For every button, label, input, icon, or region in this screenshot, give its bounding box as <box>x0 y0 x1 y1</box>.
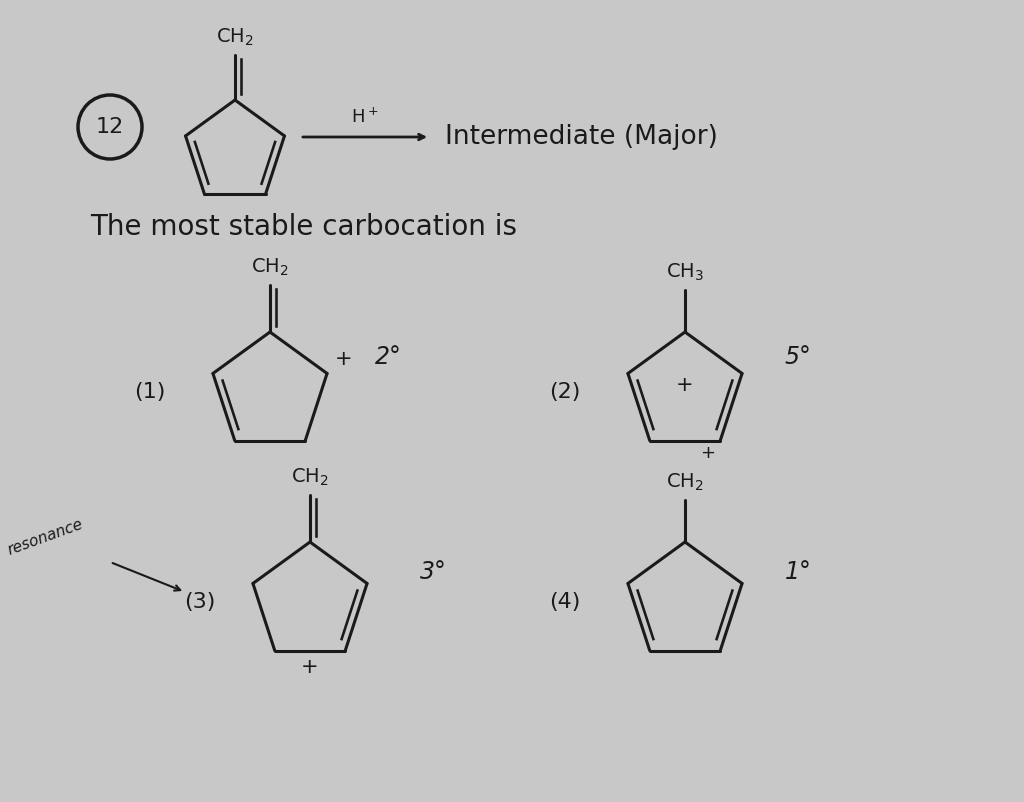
Text: CH$_2$: CH$_2$ <box>291 467 329 488</box>
Text: 1°: 1° <box>785 560 812 584</box>
Text: (3): (3) <box>184 592 216 612</box>
Text: The most stable carbocation is: The most stable carbocation is <box>90 213 517 241</box>
Text: 3°: 3° <box>420 560 446 584</box>
Text: +: + <box>335 350 352 370</box>
Text: (1): (1) <box>134 382 166 402</box>
Text: CH$_2$: CH$_2$ <box>251 257 289 277</box>
Text: +: + <box>301 657 318 677</box>
Text: (4): (4) <box>549 592 581 612</box>
Text: resonance: resonance <box>5 516 85 557</box>
Text: +: + <box>676 375 694 395</box>
Text: 2°: 2° <box>375 345 401 369</box>
Text: 12: 12 <box>96 117 124 137</box>
Text: CH$_3$: CH$_3$ <box>666 261 705 283</box>
Text: H$^+$: H$^+$ <box>351 107 379 127</box>
Text: 5°: 5° <box>785 345 812 369</box>
Text: (2): (2) <box>549 382 581 402</box>
Text: CH$_2$: CH$_2$ <box>216 26 254 48</box>
Text: CH$_2$: CH$_2$ <box>667 472 703 493</box>
Text: +: + <box>700 444 716 462</box>
Text: Intermediate (Major): Intermediate (Major) <box>445 124 718 150</box>
